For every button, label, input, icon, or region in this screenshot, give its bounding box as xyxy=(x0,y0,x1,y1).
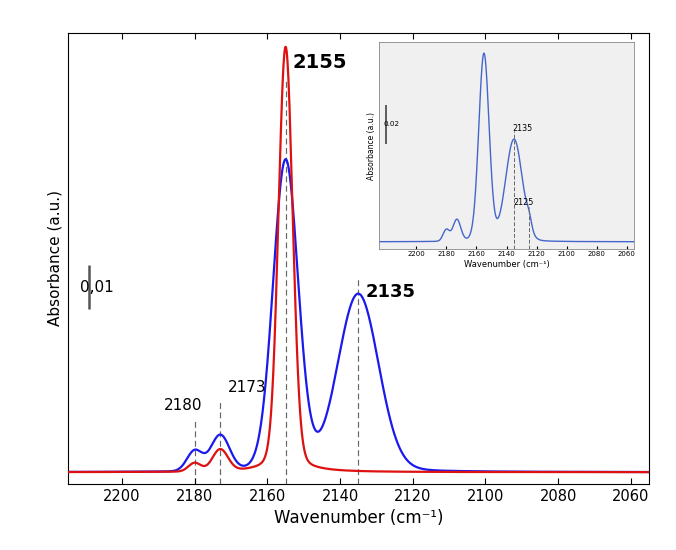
Text: 2180: 2180 xyxy=(164,398,202,413)
Text: 2173: 2173 xyxy=(227,381,266,395)
Y-axis label: Absorbance (a.u.): Absorbance (a.u.) xyxy=(47,190,62,327)
X-axis label: Wavenumber (cm⁻¹): Wavenumber (cm⁻¹) xyxy=(274,509,443,527)
Text: 2155: 2155 xyxy=(293,53,347,73)
Text: 2135: 2135 xyxy=(366,283,416,301)
Text: 0,01: 0,01 xyxy=(80,279,114,295)
